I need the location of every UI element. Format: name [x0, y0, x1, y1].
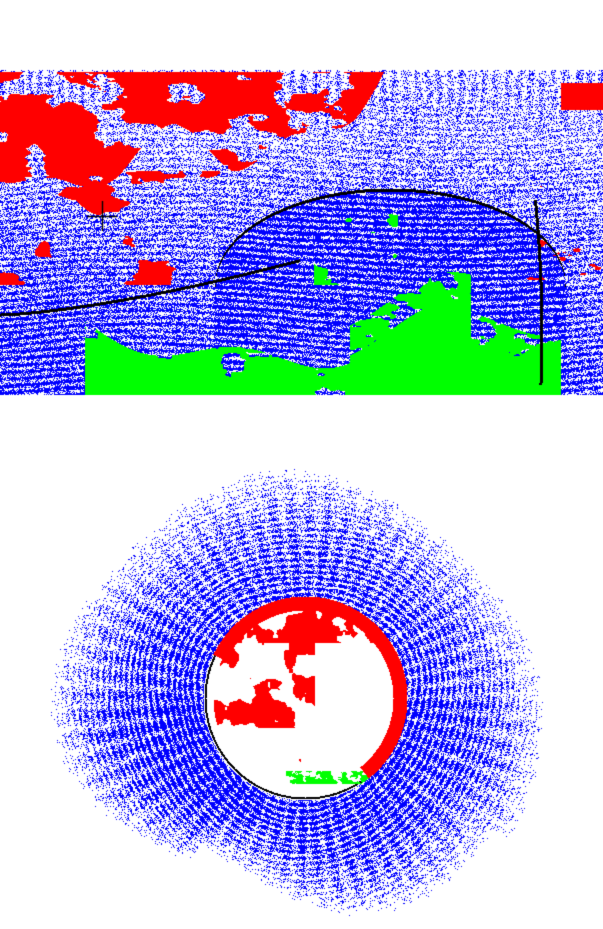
figure-root: [0, 0, 603, 929]
field-plot-canvas: [0, 0, 603, 929]
